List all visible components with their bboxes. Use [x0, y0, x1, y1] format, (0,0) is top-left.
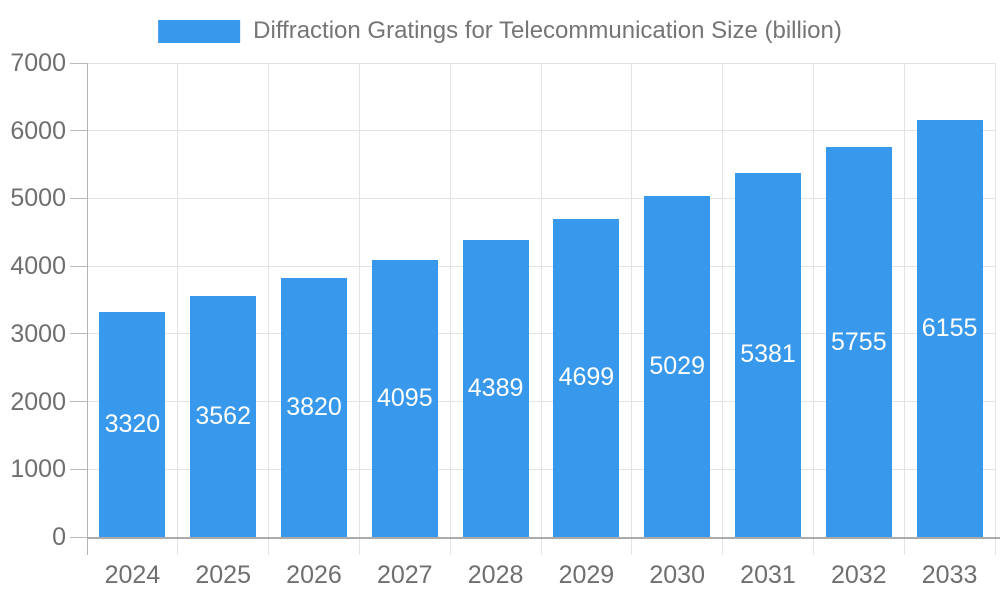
y-axis-tick [70, 130, 87, 132]
x-gridline [358, 63, 360, 555]
y-axis-label: 4000 [10, 252, 66, 281]
x-axis-line [87, 537, 1000, 539]
bar-2027[interactable]: 4095 [371, 259, 438, 537]
x-axis-label: 2025 [195, 561, 251, 589]
x-axis-label: 2027 [376, 561, 433, 589]
x-gridline [812, 63, 814, 555]
y-axis-label: 3000 [10, 319, 66, 348]
bar-2029[interactable]: 4699 [553, 218, 620, 537]
legend-swatch [158, 19, 241, 43]
y-axis-label: 2000 [10, 387, 66, 416]
x-axis-label: 2033 [921, 561, 978, 589]
y-axis-label: 6000 [10, 116, 66, 145]
y-axis-tick [70, 401, 87, 403]
x-axis-label: 2031 [740, 561, 796, 589]
x-gridline [268, 63, 270, 555]
bar-value-label: 3820 [286, 393, 342, 422]
bar-value-label: 4699 [558, 363, 615, 392]
y-axis-tick [70, 536, 87, 538]
x-axis-label: 2029 [558, 561, 615, 589]
x-gridline [631, 63, 633, 555]
x-axis-label: 2030 [649, 561, 705, 589]
bar-value-label: 5755 [830, 327, 887, 356]
y-axis-label: 1000 [10, 455, 66, 484]
bar-2030[interactable]: 5029 [644, 196, 711, 537]
x-gridline [449, 63, 451, 555]
x-axis-label: 2026 [286, 561, 342, 589]
bar-2025[interactable]: 3562 [190, 295, 257, 537]
bar-value-label: 6155 [921, 314, 978, 343]
y-axis-label: 5000 [10, 184, 66, 213]
x-gridline [540, 63, 542, 555]
x-axis-label: 2024 [104, 561, 161, 589]
bar-value-label: 5029 [649, 352, 705, 381]
y-axis-tick [70, 265, 87, 267]
bar-value-label: 4095 [376, 383, 433, 412]
bar-2032[interactable]: 5755 [825, 147, 892, 537]
y-axis-line [86, 63, 88, 555]
bar-2024[interactable]: 3320 [99, 312, 166, 537]
bar-value-label: 5381 [740, 340, 796, 369]
bar-2033[interactable]: 6155 [916, 120, 983, 537]
right-boundary-gridline [994, 63, 996, 555]
bar-value-label: 4389 [467, 373, 524, 402]
y-axis-tick [70, 62, 87, 64]
x-axis-label: 2032 [830, 561, 887, 589]
y-axis-tick [70, 468, 87, 470]
y-axis-tick [70, 333, 87, 335]
bar-value-label: 3562 [195, 401, 251, 430]
x-axis-label: 2028 [467, 561, 524, 589]
y-axis-label: 0 [52, 523, 66, 551]
legend-label: Diffraction Gratings for Telecommunicati… [253, 17, 842, 44]
y-axis-label: 7000 [10, 49, 66, 77]
y-axis-tick [70, 197, 87, 199]
plot-area: 0 1000 2000 3000 4000 5000 6000 7000 3320 3562 382… [10, 49, 1000, 589]
bar-value-label: 3320 [104, 410, 161, 439]
bar-2031[interactable]: 5381 [735, 172, 801, 537]
legend-item[interactable]: Diffraction Gratings for Telecommunicati… [158, 17, 842, 45]
bar-2028[interactable]: 4389 [462, 239, 529, 537]
x-gridline [903, 63, 905, 555]
bar-2026[interactable]: 3820 [281, 278, 347, 537]
x-gridline [177, 63, 179, 555]
x-gridline [722, 63, 724, 555]
